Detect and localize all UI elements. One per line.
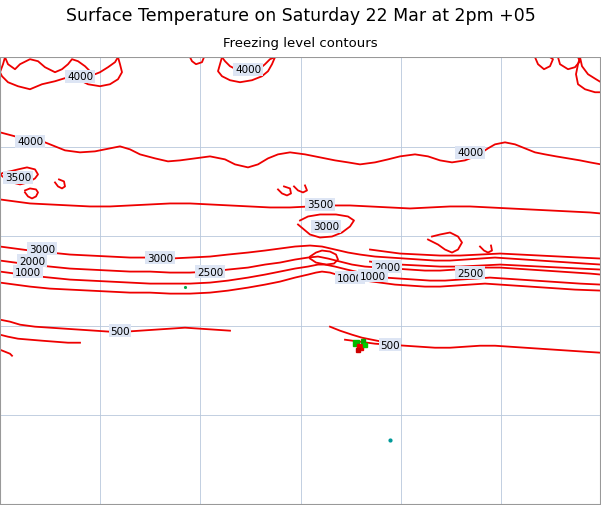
Text: 2000: 2000: [374, 262, 400, 272]
Text: 3500: 3500: [307, 200, 333, 210]
Text: 2000: 2000: [19, 256, 45, 266]
Text: 4000: 4000: [17, 137, 43, 147]
Text: 4000: 4000: [235, 65, 261, 75]
Text: Freezing level contours: Freezing level contours: [223, 37, 378, 50]
Text: 4000: 4000: [457, 148, 483, 158]
Text: 4000: 4000: [67, 72, 93, 82]
Text: 3500: 3500: [5, 173, 31, 183]
Text: 2500: 2500: [197, 267, 223, 277]
Text: 500: 500: [110, 326, 130, 336]
Text: 2500: 2500: [457, 268, 483, 278]
Text: 1000: 1000: [360, 271, 386, 281]
Text: 1000: 1000: [337, 273, 363, 283]
Text: 1000: 1000: [15, 267, 41, 277]
Text: Surface Temperature on Saturday 22 Mar at 2pm +05: Surface Temperature on Saturday 22 Mar a…: [66, 7, 535, 25]
Text: 500: 500: [380, 340, 400, 350]
Text: 3000: 3000: [313, 222, 339, 232]
Text: 3000: 3000: [147, 253, 173, 263]
Text: 3000: 3000: [29, 244, 55, 254]
